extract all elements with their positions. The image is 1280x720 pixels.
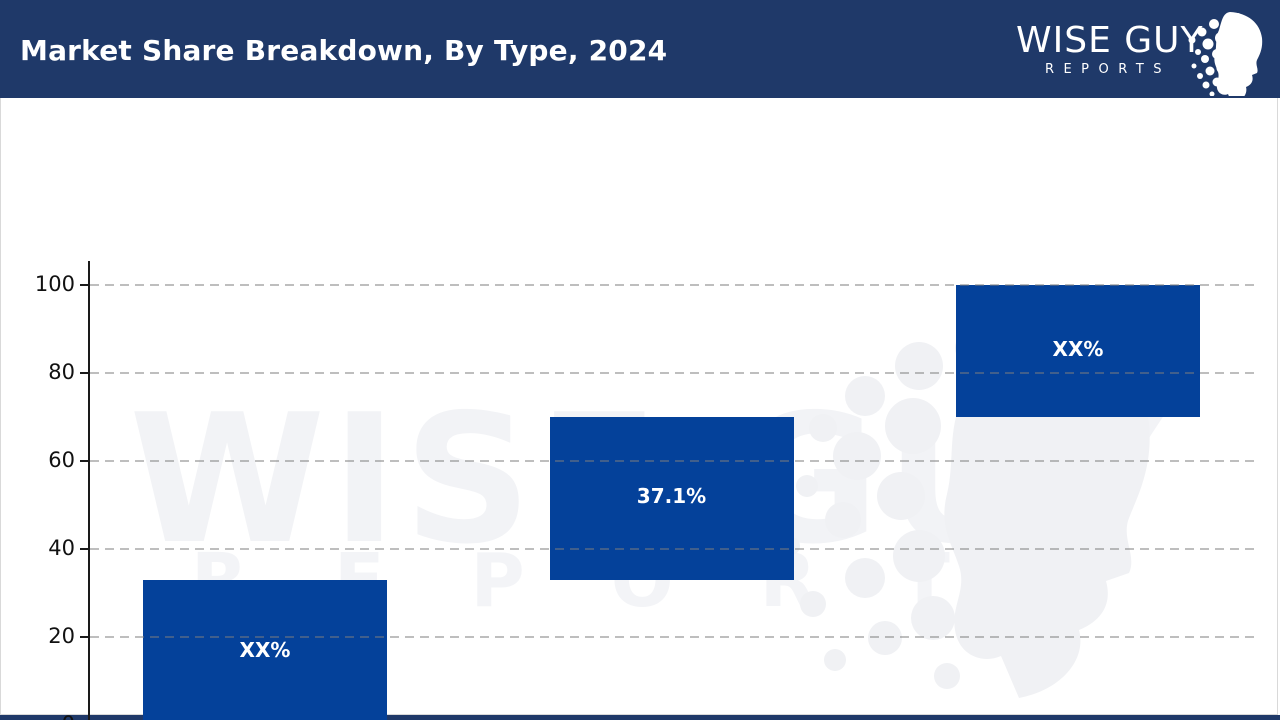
chart-title: Market Share Breakdown, By Type, 2024 [20,34,668,67]
y-tick-label-20: 20 [48,624,75,648]
brand-subtitle: REPORTS [1044,62,1172,77]
header-bar: Market Share Breakdown, By Type, 2024 WI… [0,0,1280,98]
y-tick-label-0: 0 [21,712,75,720]
bar-segment [549,416,794,580]
chart-figure: WISE GUY REPORTS 020406080100XX%Superco [0,98,1278,720]
y-tick-40 [80,548,89,550]
y-tick-label-40: 40 [48,536,75,560]
y-tick-100 [80,284,89,286]
gridline-20 [90,636,1256,638]
footer-bar [0,715,1280,720]
bar-segment [143,579,387,720]
y-tick-label-100: 100 [34,272,75,296]
bar-value-label: 37.1% [636,484,707,509]
y-tick-60 [80,460,89,462]
y-tick-label-80: 80 [48,360,75,384]
bar-value-label: XX% [1052,336,1104,361]
brand-logo: WISE GUY REPORTS [1016,6,1266,96]
gridline-100 [90,284,1256,286]
gridline-60 [90,460,1256,462]
y-tick-label-60: 60 [48,448,75,472]
y-tick-80 [80,372,89,374]
face-logo-icon [1188,12,1263,96]
gridline-80 [90,372,1256,374]
brand-logo-text: WISE GUY REPORTS [1016,20,1204,78]
y-tick-20 [80,636,89,638]
gridline-40 [90,548,1256,550]
brand-name: WISE GUY [1016,20,1204,61]
y-axis-line [88,261,90,720]
bar-value-label: XX% [239,638,291,663]
